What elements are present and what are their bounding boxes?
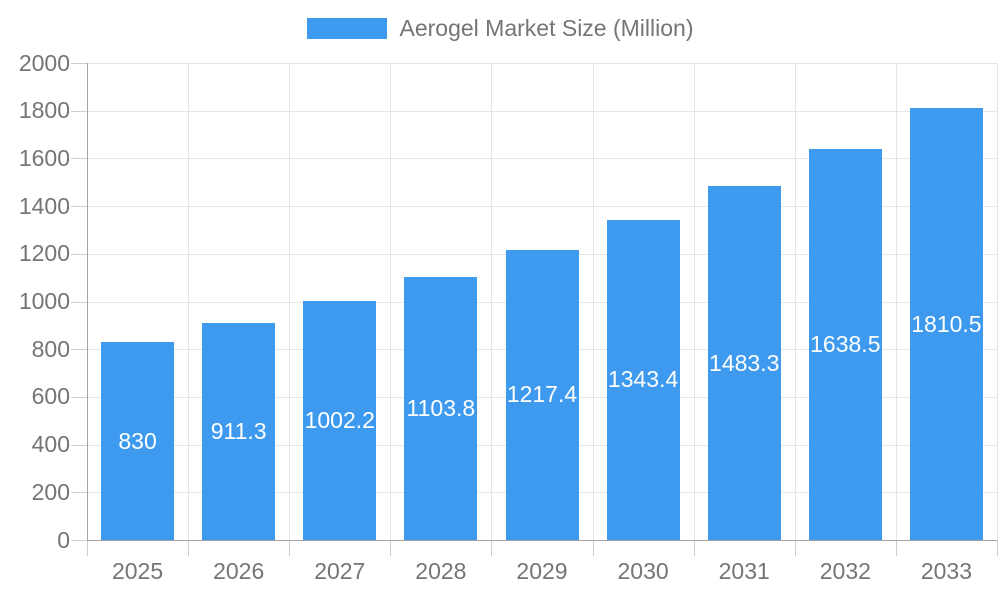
y-tick-label: 400: [31, 431, 70, 458]
legend-label: Aerogel Market Size (Million): [399, 14, 694, 41]
y-axis-tick: [71, 349, 87, 351]
x-axis-line: [87, 540, 997, 541]
x-axis-tick: [188, 540, 190, 556]
x-axis-tick: [87, 540, 88, 556]
y-tick-label: 1200: [18, 240, 70, 267]
x-gridline: [592, 63, 594, 540]
x-axis-tick: [289, 540, 291, 556]
bar-2027[interactable]: [303, 300, 377, 540]
x-gridline: [997, 63, 998, 540]
y-axis-tick: [71, 540, 87, 541]
y-gridline: [87, 110, 997, 112]
x-axis-tick: [592, 540, 594, 556]
x-gridline: [188, 63, 190, 540]
x-tick-label: 2026: [213, 558, 265, 584]
x-gridline: [289, 63, 291, 540]
y-axis-tick: [71, 396, 87, 398]
x-gridline: [794, 63, 796, 540]
x-axis-tick: [491, 540, 493, 556]
x-axis-tick: [997, 540, 998, 556]
x-tick-label: 2025: [111, 558, 164, 584]
x-tick-label: 2028: [415, 558, 467, 584]
x-axis-tick: [895, 540, 897, 556]
x-gridline: [693, 63, 695, 540]
y-axis-tick: [71, 301, 87, 303]
x-axis-tick: [794, 540, 796, 556]
y-tick-label: 200: [31, 478, 70, 505]
y-axis-line: [87, 63, 88, 541]
bar-2031[interactable]: [707, 186, 781, 540]
y-tick-label: 1600: [18, 144, 70, 171]
bar-2030[interactable]: [606, 219, 680, 540]
x-gridline: [895, 63, 897, 540]
y-axis-tick: [71, 206, 87, 208]
y-gridline: [87, 158, 997, 160]
bar-2029[interactable]: [505, 249, 579, 540]
bar-2033[interactable]: [909, 108, 983, 540]
y-axis-tick: [71, 158, 87, 160]
x-tick-label: 2033: [920, 558, 973, 584]
legend-swatch: [306, 17, 387, 39]
y-tick-label: 1400: [18, 192, 70, 219]
x-axis-tick: [693, 540, 695, 556]
y-axis-tick: [71, 444, 87, 446]
bar-2025[interactable]: [101, 342, 175, 540]
bar-2032[interactable]: [808, 149, 882, 540]
bar-2026[interactable]: [202, 322, 276, 540]
x-tick-label: 2029: [516, 558, 568, 584]
x-tick-label: 2032: [819, 558, 871, 584]
y-axis-tick: [71, 63, 87, 64]
y-tick-label: 0: [57, 526, 70, 553]
y-tick-label: 1000: [18, 288, 70, 314]
y-tick-label: 600: [31, 383, 70, 410]
x-gridline: [491, 63, 493, 540]
x-axis-tick: [390, 540, 392, 556]
x-gridline: [390, 63, 392, 540]
y-gridline: [87, 63, 997, 64]
y-gridline: [87, 206, 997, 208]
y-tick-label: 1800: [18, 97, 70, 124]
plot-area: 0 200 400 600 800 1000 1200 1400 1600 1800 2000 830…: [19, 51, 998, 556]
y-axis-tick: [71, 110, 87, 112]
legend-item[interactable]: Aerogel Market Size (Million): [0, 0, 1000, 56]
y-tick-label: 2000: [18, 49, 70, 76]
x-tick-label: 2031: [718, 558, 770, 584]
bar-2028[interactable]: [404, 276, 478, 540]
y-axis-tick: [71, 492, 87, 494]
y-axis-tick: [71, 253, 87, 255]
x-tick-label: 2030: [617, 558, 669, 584]
x-tick-label: 2027: [314, 558, 366, 584]
y-tick-label: 800: [31, 335, 70, 362]
